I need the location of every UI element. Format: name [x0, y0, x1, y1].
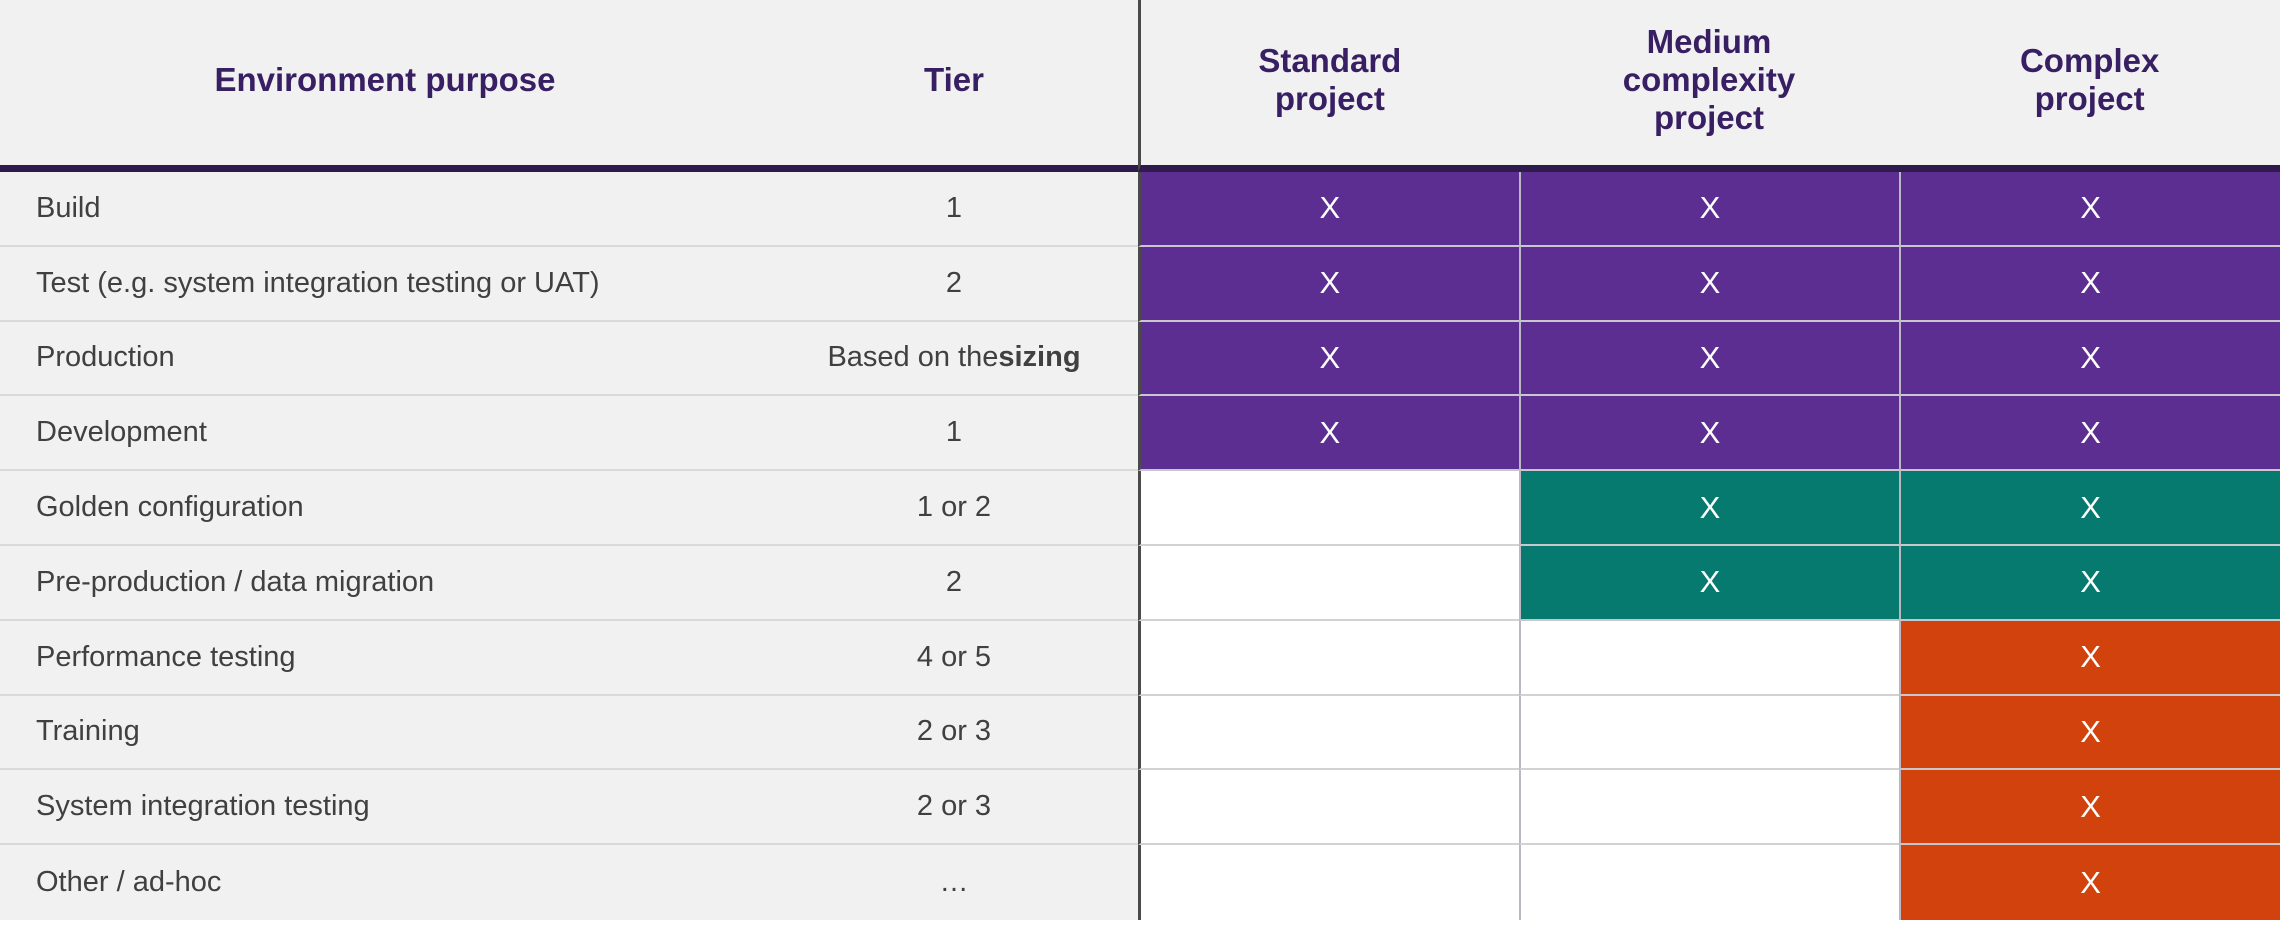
tier-value: 1 — [945, 191, 963, 224]
cell-pre-production-medium: X — [1518, 545, 1900, 621]
tier-value-bold: sizing — [998, 341, 1081, 374]
tier-value: 2 or 3 — [916, 715, 992, 748]
row-tier-other-ad-hoc: … — [770, 845, 1138, 920]
cell-development-complex: X — [1899, 396, 2280, 472]
row-purpose-golden-configuration: Golden configuration — [0, 471, 770, 546]
cell-production-standard: X — [1138, 321, 1519, 397]
cell-system-integration-testing-complex: X — [1899, 770, 2280, 846]
cell-system-integration-testing-standard — [1138, 770, 1519, 846]
row-purpose-test: Test (e.g. system integration testing or… — [0, 246, 770, 322]
tier-value: Based on the — [827, 341, 999, 374]
column-header-standard-project: Standard project — [1138, 0, 1519, 172]
cell-training-complex: X — [1899, 695, 2280, 771]
row-tier-test: 2 — [770, 246, 1138, 322]
cell-build-medium: X — [1518, 172, 1900, 247]
cell-production-complex: X — [1899, 321, 2280, 397]
row-purpose-training: Training — [0, 695, 770, 771]
cell-development-standard: X — [1138, 396, 1519, 472]
row-purpose-other-ad-hoc: Other / ad-hoc — [0, 845, 770, 920]
cell-build-complex: X — [1899, 172, 2280, 247]
cell-pre-production-complex: X — [1899, 545, 2280, 621]
cell-other-ad-hoc-standard — [1138, 845, 1519, 920]
cell-performance-testing-medium — [1518, 620, 1900, 696]
row-tier-performance-testing: 4 or 5 — [770, 620, 1138, 696]
tier-value: 2 — [945, 266, 963, 299]
cell-golden-configuration-complex: X — [1899, 471, 2280, 546]
cell-test-complex: X — [1899, 246, 2280, 322]
tier-value: 1 or 2 — [916, 491, 992, 524]
cell-development-medium: X — [1518, 396, 1900, 472]
column-header-tier: Tier — [770, 0, 1138, 172]
column-header-medium-complexity-project: Medium complexity project — [1518, 0, 1900, 172]
row-purpose-production: Production — [0, 321, 770, 397]
row-tier-system-integration-testing: 2 or 3 — [770, 770, 1138, 846]
cell-system-integration-testing-medium — [1518, 770, 1900, 846]
row-purpose-performance-testing: Performance testing — [0, 620, 770, 696]
cell-performance-testing-standard — [1138, 620, 1519, 696]
row-tier-production: Based on the sizing — [770, 321, 1138, 397]
tier-value: 2 or 3 — [916, 790, 992, 823]
cell-build-standard: X — [1138, 172, 1519, 247]
column-header-complex-project: Complex project — [1899, 0, 2280, 172]
row-tier-development: 1 — [770, 396, 1138, 472]
row-tier-pre-production: 2 — [770, 545, 1138, 621]
cell-production-medium: X — [1518, 321, 1900, 397]
cell-training-medium — [1518, 695, 1900, 771]
cell-training-standard — [1138, 695, 1519, 771]
cell-test-medium: X — [1518, 246, 1900, 322]
cell-pre-production-standard — [1138, 545, 1519, 621]
row-tier-golden-configuration: 1 or 2 — [770, 471, 1138, 546]
row-tier-training: 2 or 3 — [770, 695, 1138, 771]
row-purpose-build: Build — [0, 172, 770, 247]
cell-golden-configuration-standard — [1138, 471, 1519, 546]
cell-performance-testing-complex: X — [1899, 620, 2280, 696]
tier-value: 1 — [945, 416, 963, 449]
tier-value: … — [939, 866, 969, 899]
cell-other-ad-hoc-complex: X — [1899, 845, 2280, 920]
row-purpose-pre-production: Pre-production / data migration — [0, 545, 770, 621]
row-purpose-development: Development — [0, 396, 770, 472]
cell-test-standard: X — [1138, 246, 1519, 322]
tier-value: 2 — [945, 565, 963, 598]
cell-other-ad-hoc-medium — [1518, 845, 1900, 920]
row-purpose-system-integration-testing: System integration testing — [0, 770, 770, 846]
cell-golden-configuration-medium: X — [1518, 471, 1900, 546]
row-tier-build: 1 — [770, 172, 1138, 247]
tier-value: 4 or 5 — [916, 640, 992, 673]
column-header-environment-purpose: Environment purpose — [0, 0, 770, 172]
